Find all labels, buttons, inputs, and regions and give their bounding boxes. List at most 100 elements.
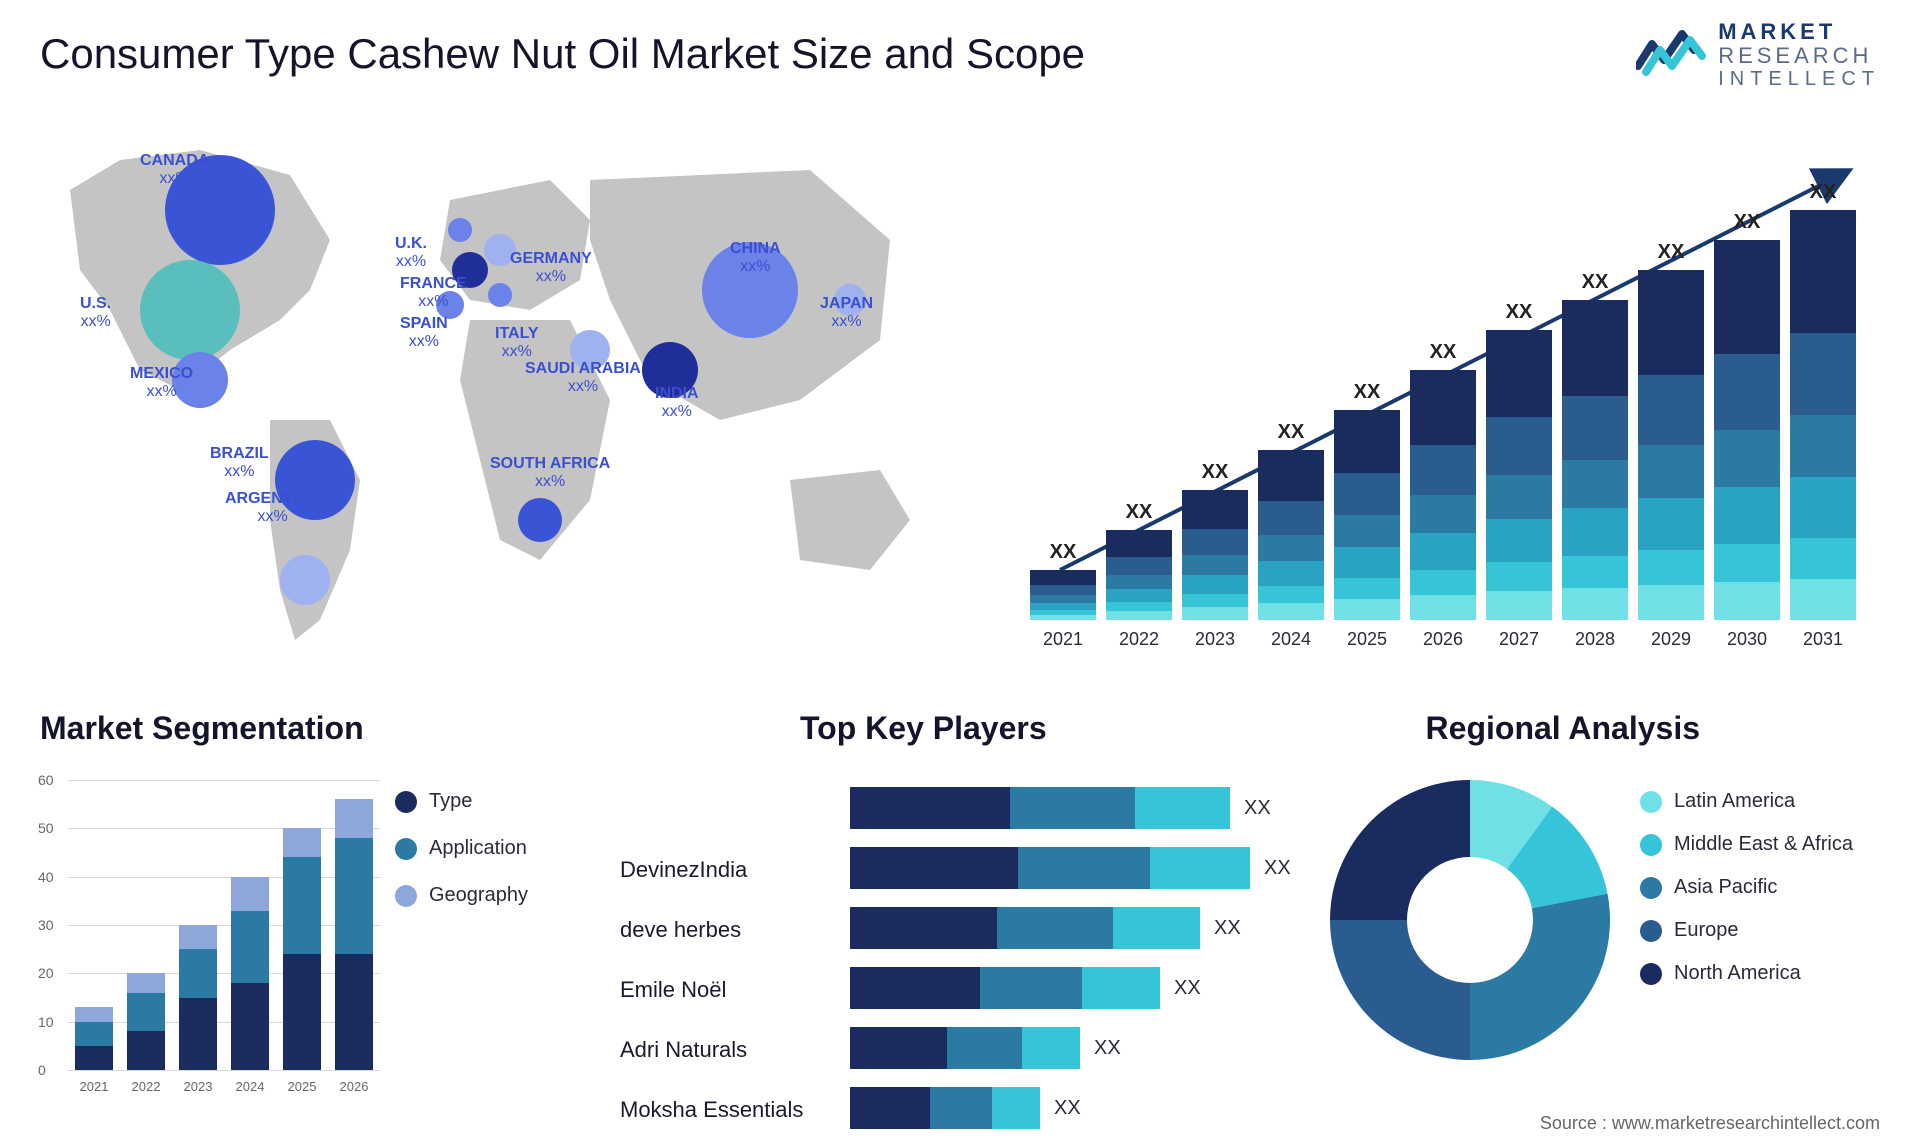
main-bar-segment [1486,591,1552,620]
main-bar-segment [1714,354,1780,430]
main-bar [1410,370,1476,620]
segmentation-legend: Type Application Geography [395,790,595,931]
kp-bar-segment [980,967,1082,1009]
donut-legend-item: Middle East & Africa [1640,833,1853,856]
map-label-spain: SPAINxx% [400,315,448,352]
main-bar-segment [1790,415,1856,477]
donut-legend-item: North America [1640,962,1853,985]
main-bar-segment [1258,535,1324,561]
kp-bar-segment [850,967,980,1009]
seg-bar [231,877,269,1070]
main-bar-segment [1790,477,1856,539]
main-bar-segment [1258,450,1324,501]
main-bar-segment [1030,570,1096,585]
kp-player-label: Moksha Essentials [620,1080,830,1140]
kp-bar-value: XX [1094,1037,1121,1060]
main-bar-segment [1334,578,1400,599]
main-bar-segment [1106,530,1172,557]
map-country-pct: xx% [396,253,426,270]
source-text: Source : www.marketresearchintellect.com [1540,1113,1880,1134]
main-xtick: 2031 [1790,629,1856,650]
map-country-pct: xx% [502,343,532,360]
main-bar-segment [1182,575,1248,595]
main-bar-segment [1334,410,1400,473]
main-bar-segment [1182,529,1248,555]
regional-heading: Regional Analysis [1426,710,1700,747]
main-xtick: 2027 [1486,629,1552,650]
seg-bar-segment [179,998,217,1071]
main-bar [1714,240,1780,620]
main-xtick: 2028 [1562,629,1628,650]
kp-bar-segment [1010,787,1135,829]
kp-bar-segment [850,907,997,949]
main-xtick: 2030 [1714,629,1780,650]
seg-bar-segment [231,911,269,984]
kp-bar-segment [930,1087,993,1129]
main-bar-segment [1638,270,1704,375]
main-bar-segment [1258,501,1324,535]
main-bar-segment [1258,603,1324,620]
kp-bar-segment [1022,1027,1080,1069]
main-bar-segment [1638,550,1704,585]
main-bar-chart: 2021202220232024202520262027202820292030… [1010,140,1880,660]
donut-slice [1330,920,1470,1060]
main-bar-segment [1486,417,1552,475]
main-bar-segment [1030,585,1096,595]
main-xtick: 2029 [1638,629,1704,650]
main-bar-segment [1334,515,1400,547]
main-bar-segment [1258,586,1324,603]
map-country-pct: xx% [224,463,254,480]
main-bar-segment [1562,508,1628,556]
main-bar-segment [1334,547,1400,579]
main-bar [1790,210,1856,620]
regional-donut: Latin America Middle East & Africa Asia Pa… [1320,760,1880,1120]
seg-xtick: 2021 [75,1079,113,1094]
map-country-pct: xx% [662,403,692,420]
seg-bar-segment [179,949,217,997]
donut-legend-label: Middle East & Africa [1674,833,1853,856]
logo-icon [1636,26,1706,85]
legend-dot-icon [395,791,417,813]
main-bar-segment [1714,582,1780,620]
donut-legend-item: Latin America [1640,790,1853,813]
map-label-india: INDIAxx% [655,385,699,422]
seg-legend-item: Application [395,837,595,860]
kp-bar [850,847,1250,889]
seg-bar-segment [283,828,321,857]
logo-text-2: RESEARCH [1718,44,1880,68]
main-bar-segment [1410,495,1476,533]
main-bar-segment [1030,603,1096,611]
kp-bar [850,1027,1080,1069]
main-bar-segment [1106,589,1172,603]
donut-legend-item: Europe [1640,919,1853,942]
map-country-name: U.K. [395,235,427,252]
seg-bar [75,1007,113,1070]
kp-bar-segment [947,1027,1023,1069]
kp-bar-row: XX [850,840,1310,896]
seg-xtick: 2022 [127,1079,165,1094]
seg-bar [335,799,373,1070]
legend-dot-icon [1640,963,1662,985]
map-country-pct: xx% [418,293,448,310]
legend-dot-icon [395,885,417,907]
map-label-mexico: MEXICOxx% [130,365,193,402]
seg-ytick: 40 [38,869,54,885]
seg-ytick: 20 [38,965,54,981]
seg-legend-item: Type [395,790,595,813]
seg-bar-segment [335,838,373,954]
donut-legend-item: Asia Pacific [1640,876,1853,899]
map-country-name: ITALY [495,325,539,342]
kp-bar-segment [1135,787,1230,829]
main-bar [1638,270,1704,620]
map-label-canada: CANADAxx% [140,152,209,189]
segmentation-heading: Market Segmentation [40,710,364,747]
map-country-pct: xx% [257,508,287,525]
main-bar-segment [1182,607,1248,620]
legend-dot-icon [1640,834,1662,856]
kp-bar-segment [1150,847,1250,889]
seg-xtick: 2026 [335,1079,373,1094]
map-country-pct: xx% [831,313,861,330]
seg-legend-item: Geography [395,884,595,907]
donut-legend-label: Europe [1674,919,1739,942]
seg-legend-label: Type [429,790,472,813]
